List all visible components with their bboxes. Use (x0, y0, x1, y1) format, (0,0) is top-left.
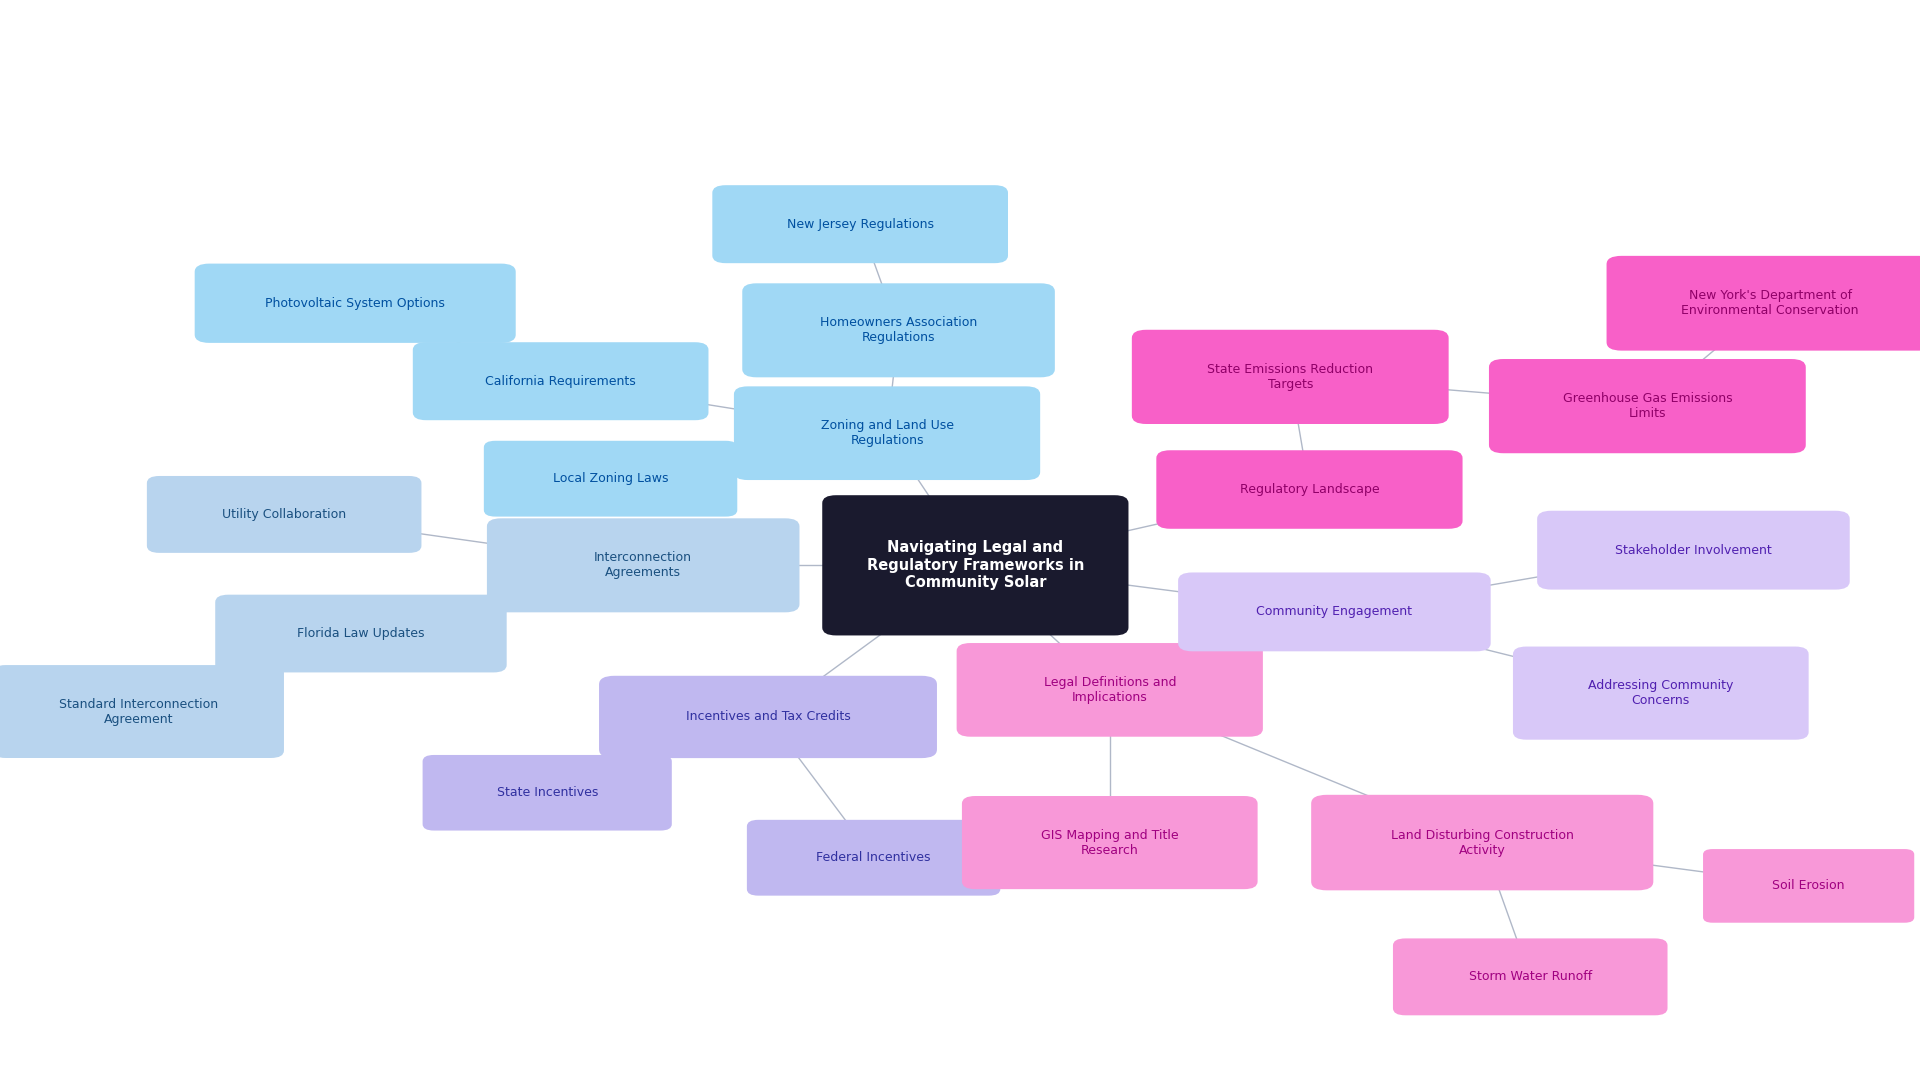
FancyBboxPatch shape (1133, 329, 1450, 423)
Text: Navigating Legal and
Regulatory Frameworks in
Community Solar: Navigating Legal and Regulatory Framewor… (866, 540, 1085, 590)
FancyBboxPatch shape (1703, 849, 1914, 923)
FancyBboxPatch shape (743, 284, 1054, 377)
Text: Storm Water Runoff: Storm Water Runoff (1469, 970, 1592, 983)
FancyBboxPatch shape (1394, 938, 1667, 1016)
Text: New York's Department of
Environmental Conservation: New York's Department of Environmental C… (1682, 289, 1859, 317)
FancyBboxPatch shape (1607, 256, 1920, 351)
Text: Florida Law Updates: Florida Law Updates (298, 627, 424, 640)
FancyBboxPatch shape (733, 387, 1041, 480)
FancyBboxPatch shape (488, 519, 799, 612)
Text: Utility Collaboration: Utility Collaboration (223, 508, 346, 521)
Text: State Emissions Reduction
Targets: State Emissions Reduction Targets (1208, 363, 1373, 391)
Text: Stakeholder Involvement: Stakeholder Involvement (1615, 544, 1772, 557)
FancyBboxPatch shape (1311, 795, 1653, 890)
FancyBboxPatch shape (1179, 573, 1490, 651)
Text: Addressing Community
Concerns: Addressing Community Concerns (1588, 679, 1734, 707)
Text: Land Disturbing Construction
Activity: Land Disturbing Construction Activity (1390, 828, 1574, 857)
FancyBboxPatch shape (747, 820, 1000, 896)
Text: Incentives and Tax Credits: Incentives and Tax Credits (685, 710, 851, 723)
FancyBboxPatch shape (215, 595, 507, 673)
FancyBboxPatch shape (1490, 360, 1807, 453)
FancyBboxPatch shape (194, 263, 516, 343)
FancyBboxPatch shape (822, 495, 1129, 636)
Text: Regulatory Landscape: Regulatory Landscape (1240, 483, 1379, 496)
Text: Homeowners Association
Regulations: Homeowners Association Regulations (820, 316, 977, 344)
Text: Local Zoning Laws: Local Zoning Laws (553, 472, 668, 485)
FancyBboxPatch shape (956, 643, 1263, 736)
FancyBboxPatch shape (484, 441, 737, 517)
Text: New Jersey Regulations: New Jersey Regulations (787, 218, 933, 231)
FancyBboxPatch shape (0, 665, 284, 758)
FancyBboxPatch shape (962, 796, 1258, 889)
Text: Federal Incentives: Federal Incentives (816, 851, 931, 864)
Text: Standard Interconnection
Agreement: Standard Interconnection Agreement (60, 697, 217, 726)
Text: Photovoltaic System Options: Photovoltaic System Options (265, 297, 445, 310)
Text: Interconnection
Agreements: Interconnection Agreements (593, 551, 693, 579)
Text: Legal Definitions and
Implications: Legal Definitions and Implications (1043, 676, 1177, 704)
FancyBboxPatch shape (422, 755, 672, 831)
Text: California Requirements: California Requirements (486, 375, 636, 388)
FancyBboxPatch shape (413, 342, 708, 420)
Text: GIS Mapping and Title
Research: GIS Mapping and Title Research (1041, 828, 1179, 857)
FancyBboxPatch shape (599, 676, 937, 758)
Text: Community Engagement: Community Engagement (1256, 605, 1413, 618)
FancyBboxPatch shape (1538, 511, 1849, 589)
FancyBboxPatch shape (1513, 647, 1809, 740)
FancyBboxPatch shape (146, 477, 422, 552)
Text: Soil Erosion: Soil Erosion (1772, 879, 1845, 892)
FancyBboxPatch shape (712, 185, 1008, 263)
Text: State Incentives: State Incentives (497, 786, 597, 799)
FancyBboxPatch shape (1156, 451, 1463, 529)
Text: Greenhouse Gas Emissions
Limits: Greenhouse Gas Emissions Limits (1563, 392, 1732, 420)
Text: Zoning and Land Use
Regulations: Zoning and Land Use Regulations (820, 419, 954, 447)
